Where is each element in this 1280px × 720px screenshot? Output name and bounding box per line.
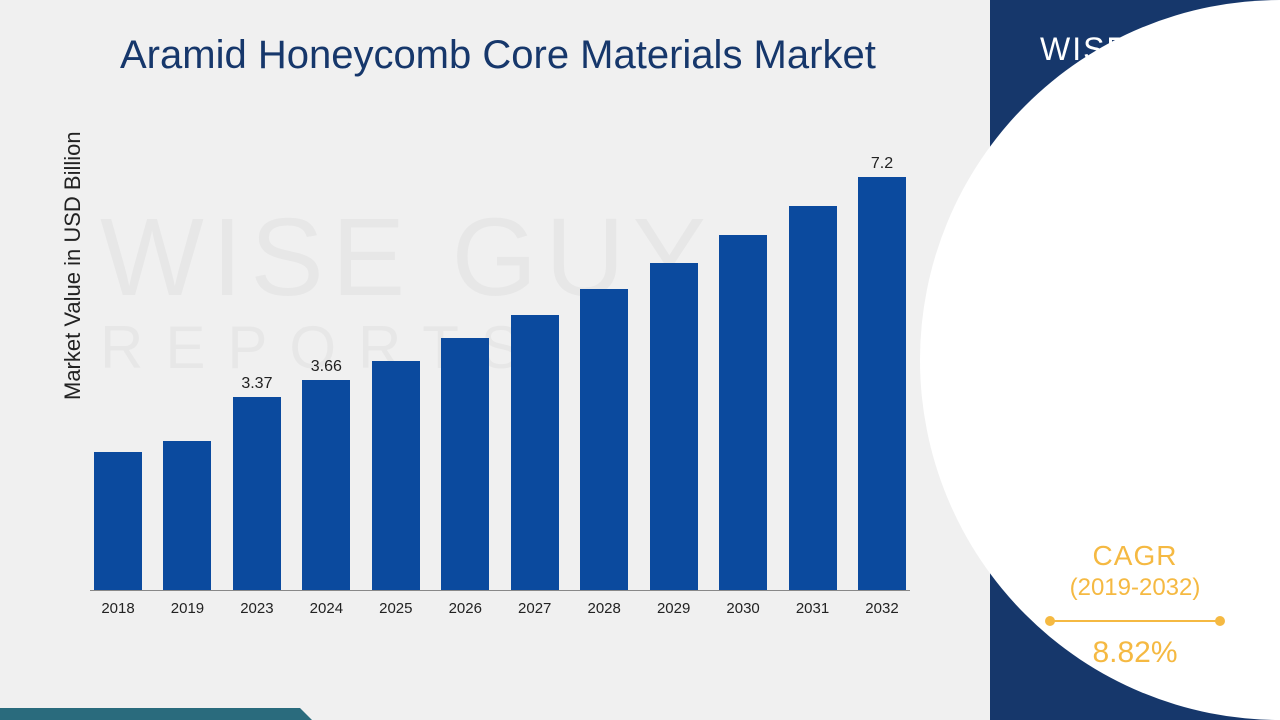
bar (858, 177, 906, 590)
logo-text: WISE GUY (1040, 31, 1216, 68)
bar-slot (715, 235, 771, 590)
x-axis-tick-label: 2030 (715, 600, 771, 617)
x-axis-line (90, 590, 910, 591)
x-axis-tick-label: 2025 (368, 600, 424, 617)
bar-slot (437, 338, 493, 590)
bar-chart: 3.373.667.2 (90, 160, 910, 590)
logo-subtext: REPORTS (1040, 72, 1266, 89)
bar (163, 441, 211, 590)
bar (233, 397, 281, 590)
cagr-title: CAGR (1030, 540, 1240, 572)
x-axis-tick-label: 2023 (229, 600, 285, 617)
logo: WISE GUY REPORTS (1040, 24, 1266, 89)
main-chart-area: WISE GUY REPORTS Aramid Honeycomb Core M… (0, 0, 990, 720)
cagr-value: 8.82% (1030, 636, 1240, 670)
x-axis-labels: 2018 2019 2023 2024 2025 2026 2027 2028 2029 2030… (90, 600, 910, 617)
cagr-divider (1050, 620, 1220, 622)
page-title: Aramid Honeycomb Core Materials Market (120, 32, 876, 78)
bar-slot: 3.37 (229, 397, 285, 590)
x-axis-tick-label: 2029 (646, 600, 702, 617)
bar (789, 206, 837, 590)
logo-head-icon (1224, 24, 1266, 74)
y-axis-label: Market Value in USD Billion (60, 131, 86, 400)
bar-slot (785, 206, 841, 590)
bars-container: 3.373.667.2 (90, 160, 910, 590)
x-axis-tick-label: 2026 (437, 600, 493, 617)
cagr-period: (2019-2032) (1030, 574, 1240, 602)
bar-slot (90, 452, 146, 590)
bar (302, 380, 350, 590)
bar-slot (576, 289, 632, 590)
bottom-accent-strip (0, 708, 300, 720)
bar (580, 289, 628, 590)
x-axis-tick-label: 2024 (298, 600, 354, 617)
cagr-block: CAGR (2019-2032) 8.82% (1030, 540, 1240, 670)
bar (511, 315, 559, 590)
x-axis-tick-label: 2019 (159, 600, 215, 617)
x-axis-tick-label: 2032 (854, 600, 910, 617)
bar (650, 263, 698, 590)
bar (94, 452, 142, 590)
bar (372, 361, 420, 590)
x-axis-tick-label: 2031 (785, 600, 841, 617)
x-axis-tick-label: 2027 (507, 600, 563, 617)
x-axis-tick-label: 2028 (576, 600, 632, 617)
bar-slot (368, 361, 424, 590)
bar-slot: 7.2 (854, 177, 910, 590)
bar-slot: 3.66 (298, 380, 354, 590)
bar (719, 235, 767, 590)
bar-slot (646, 263, 702, 590)
x-axis-tick-label: 2018 (90, 600, 146, 617)
logo-main-row: WISE GUY (1040, 24, 1266, 74)
bar (441, 338, 489, 590)
bar-value-label: 7.2 (871, 155, 893, 173)
bar-slot (159, 441, 215, 590)
bar-value-label: 3.66 (311, 358, 342, 376)
bar-value-label: 3.37 (241, 375, 272, 393)
bar-slot (507, 315, 563, 590)
